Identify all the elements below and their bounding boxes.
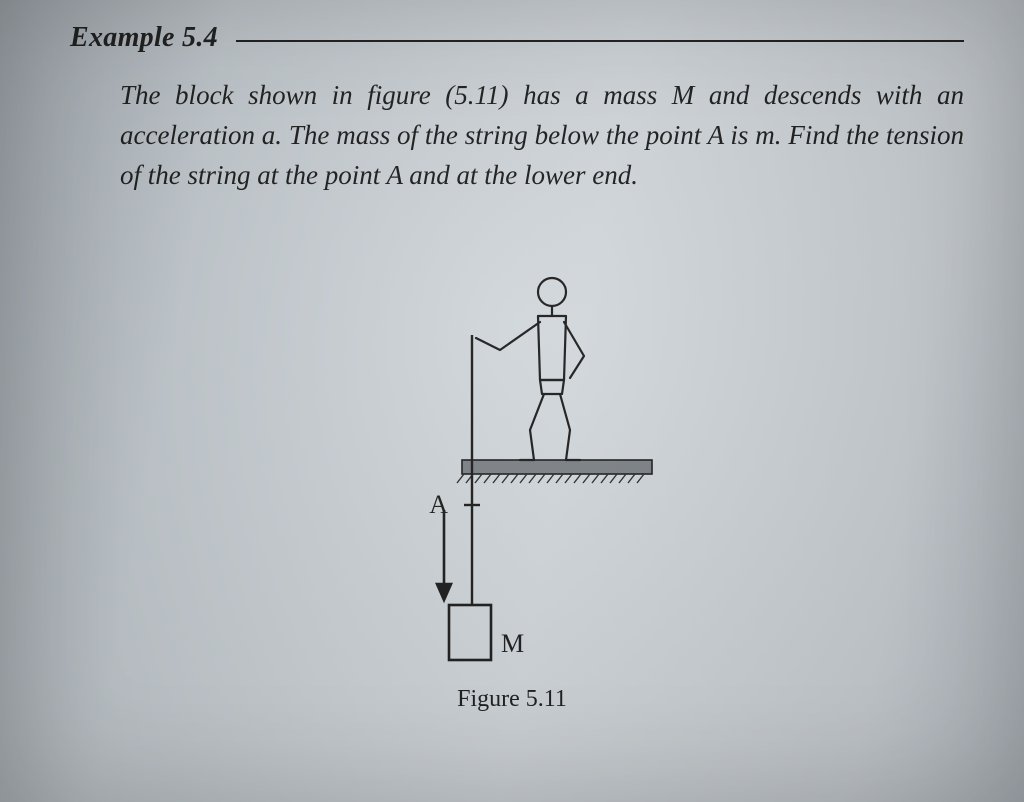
- problem-statement: The block shown in figure (5.11) has a m…: [120, 76, 964, 196]
- block-label: M: [501, 629, 524, 658]
- platform: [457, 460, 652, 483]
- figure: A M Figure 5.11: [0, 260, 1024, 713]
- person-figure: [476, 278, 584, 460]
- heading-rule: [236, 40, 964, 42]
- block: [449, 605, 491, 660]
- down-arrow-icon: [437, 510, 451, 600]
- figure-svg: A M: [352, 260, 672, 680]
- example-label: Example 5.4: [70, 22, 218, 54]
- heading-row: Example 5.4: [70, 22, 964, 54]
- point-a-label: A: [429, 490, 448, 519]
- figure-caption: Figure 5.11: [457, 686, 567, 713]
